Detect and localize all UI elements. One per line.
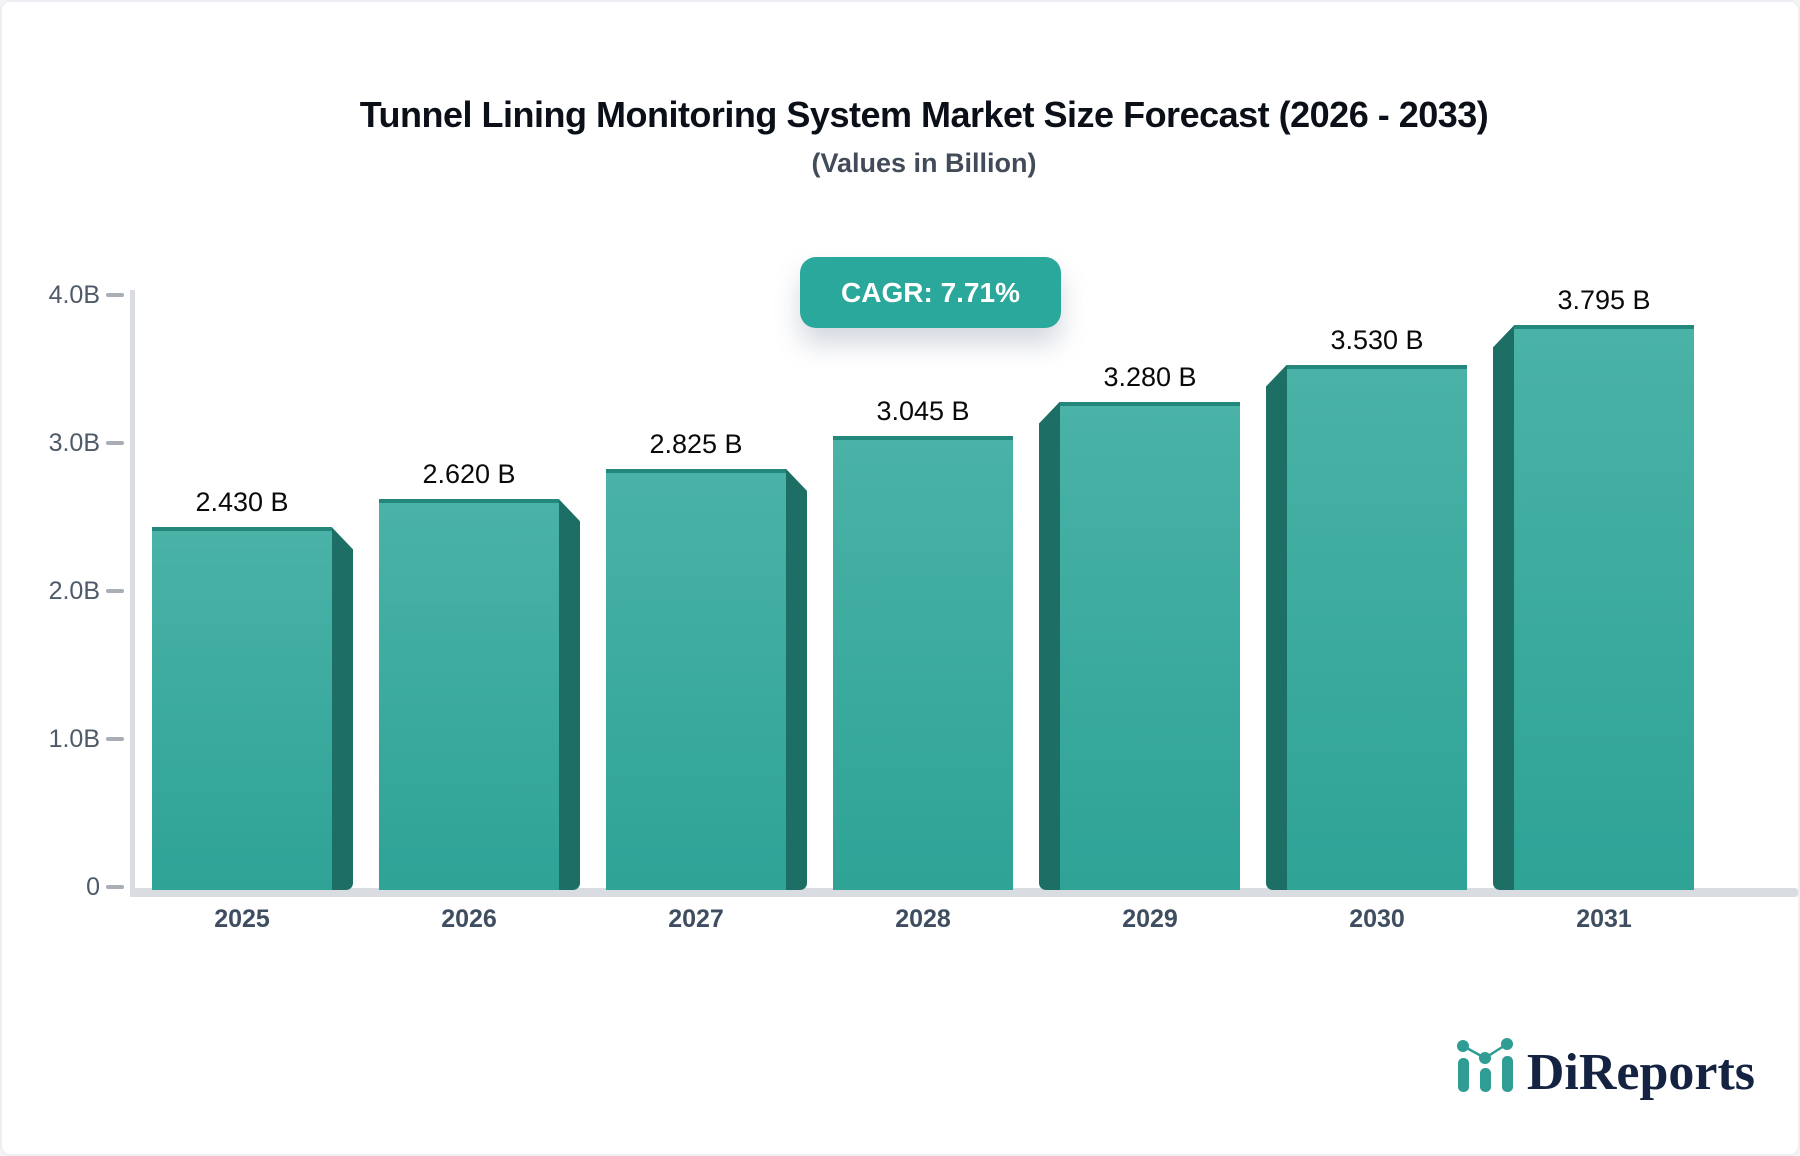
x-axis-label: 2030 <box>1349 905 1405 933</box>
bar-value-label: 2.620 B <box>422 459 516 490</box>
bar <box>1287 364 1467 890</box>
x-axis-label: 2031 <box>1576 905 1632 933</box>
bar-value-label: 3.280 B <box>1103 361 1197 392</box>
bar <box>1060 401 1240 890</box>
bar <box>1514 325 1694 890</box>
bar-value-label: 3.530 B <box>1330 324 1424 355</box>
y-axis-label: 0 <box>86 873 100 901</box>
chart-subtitle: (Values in Billion) <box>811 148 1037 178</box>
bar <box>833 436 1013 890</box>
y-axis-label: 1.0B <box>48 725 100 753</box>
bar-value-label: 3.045 B <box>876 396 970 427</box>
x-axis-label: 2025 <box>214 905 270 933</box>
x-axis-line <box>130 888 1798 897</box>
bar-side-face <box>332 527 353 890</box>
bar-value-label: 2.430 B <box>195 487 289 518</box>
x-axis-label: 2028 <box>895 905 951 933</box>
y-axis-tick <box>106 737 124 741</box>
bar <box>152 527 332 890</box>
bar-side-face <box>559 499 580 890</box>
bar-side-face <box>1493 325 1514 890</box>
y-axis-tick <box>106 441 124 445</box>
bar-side-face <box>786 468 807 890</box>
x-axis-label: 2027 <box>668 905 724 933</box>
brand-logo-text: DiReports <box>1526 1044 1755 1101</box>
bar-side-face <box>1266 364 1287 890</box>
brand-logo: DiReports <box>1455 1034 1755 1099</box>
bar-side-face <box>1039 401 1060 890</box>
y-axis-label: 3.0B <box>48 429 100 457</box>
x-axis-label: 2029 <box>1122 905 1178 933</box>
y-axis-line <box>130 290 135 897</box>
bar <box>379 499 559 890</box>
y-axis-tick <box>106 885 124 889</box>
bar-value-label: 3.795 B <box>1557 285 1651 316</box>
chart-title: Tunnel Lining Monitoring System Market S… <box>359 94 1489 135</box>
y-axis-tick <box>106 589 124 593</box>
y-axis-label: 4.0B <box>48 281 100 309</box>
mini-bar-chart-icon <box>1455 1034 1517 1099</box>
bar <box>606 468 786 890</box>
y-axis-label: 2.0B <box>48 577 100 605</box>
y-axis-tick <box>106 293 124 297</box>
bar-value-label: 2.825 B <box>649 428 743 459</box>
cagr-badge: CAGR: 7.71% <box>800 257 1061 328</box>
x-axis-label: 2026 <box>441 905 497 933</box>
